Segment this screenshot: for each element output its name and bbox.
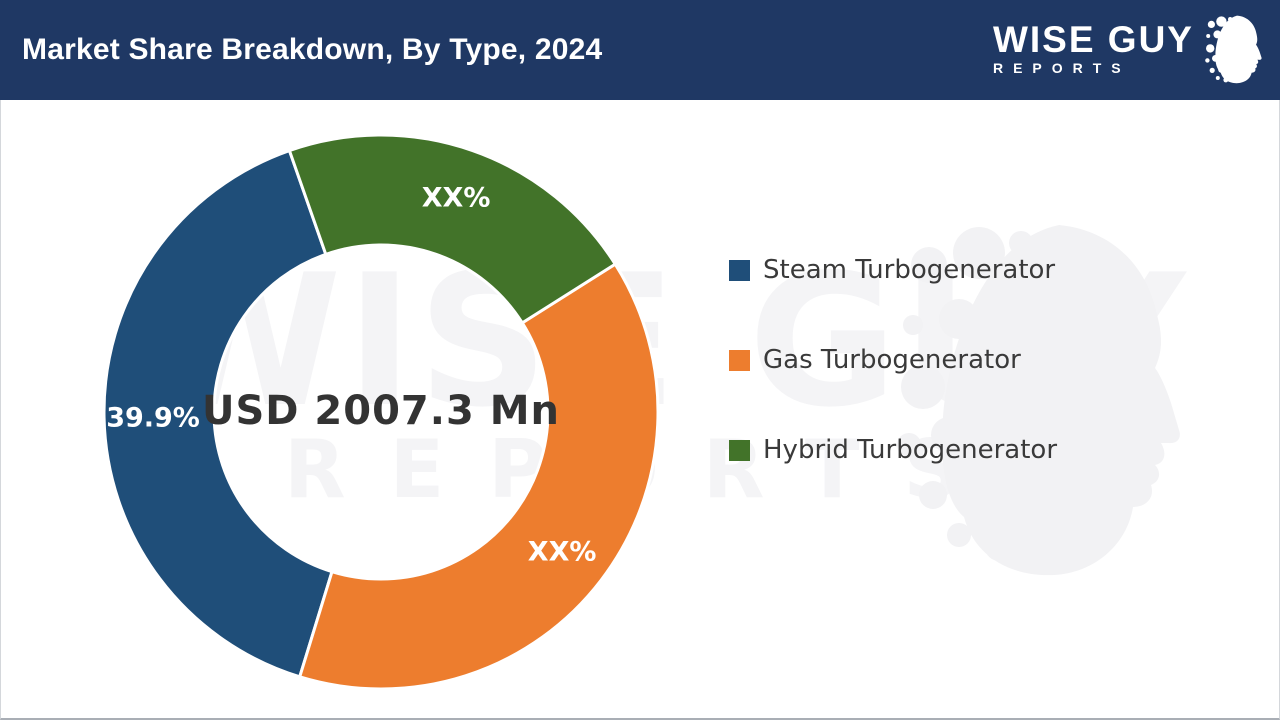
segment-value-label: 39.9% [106, 402, 200, 433]
chart-legend: Steam Turbogenerator Gas Turbogenerator … [729, 255, 1058, 466]
wise-guy-logo: WISE GUY REPORTS [993, 12, 1264, 84]
legend-item-gas: Gas Turbogenerator [729, 344, 1057, 376]
legend-item-steam: Steam Turbogenerator [729, 255, 1057, 286]
donut-segment [287, 133, 618, 325]
header-bar: Market Share Breakdown, By Type, 2024 WI… [0, 0, 1280, 100]
legend-swatch-steam [729, 260, 750, 282]
legend-swatch-hybrid [729, 440, 750, 462]
segment-value-label: XX% [528, 536, 597, 567]
logo-text: WISE GUY REPORTS [993, 21, 1194, 75]
logo-face-icon [1205, 15, 1262, 84]
logo-wordmark: WISE GUY [992, 19, 1194, 60]
watermark-face-icon [897, 225, 1180, 576]
chart-center-value: USD 2007.3 Mn [202, 388, 560, 434]
donut-segment [102, 148, 334, 679]
legend-item-hybrid: Hybrid Turbogenerator [729, 434, 1058, 466]
page-title: Market Share Breakdown, By Type, 2024 [22, 33, 603, 66]
logo-subtitle: REPORTS [992, 60, 1131, 76]
legend-label-hybrid: Hybrid Turbogenerator [763, 434, 1058, 465]
segment-value-label: XX% [422, 183, 491, 214]
legend-label-steam: Steam Turbogenerator [763, 255, 1056, 285]
chart-canvas: WISE GUY REPORTS 39.9%XX%XX% USD 2007.3 … [0, 100, 1280, 720]
legend-label-gas: Gas Turbogenerator [763, 344, 1021, 375]
donut-segment [297, 262, 660, 691]
legend-swatch-gas [729, 350, 750, 372]
donut-chart: 39.9% XX% XX% [102, 133, 660, 691]
